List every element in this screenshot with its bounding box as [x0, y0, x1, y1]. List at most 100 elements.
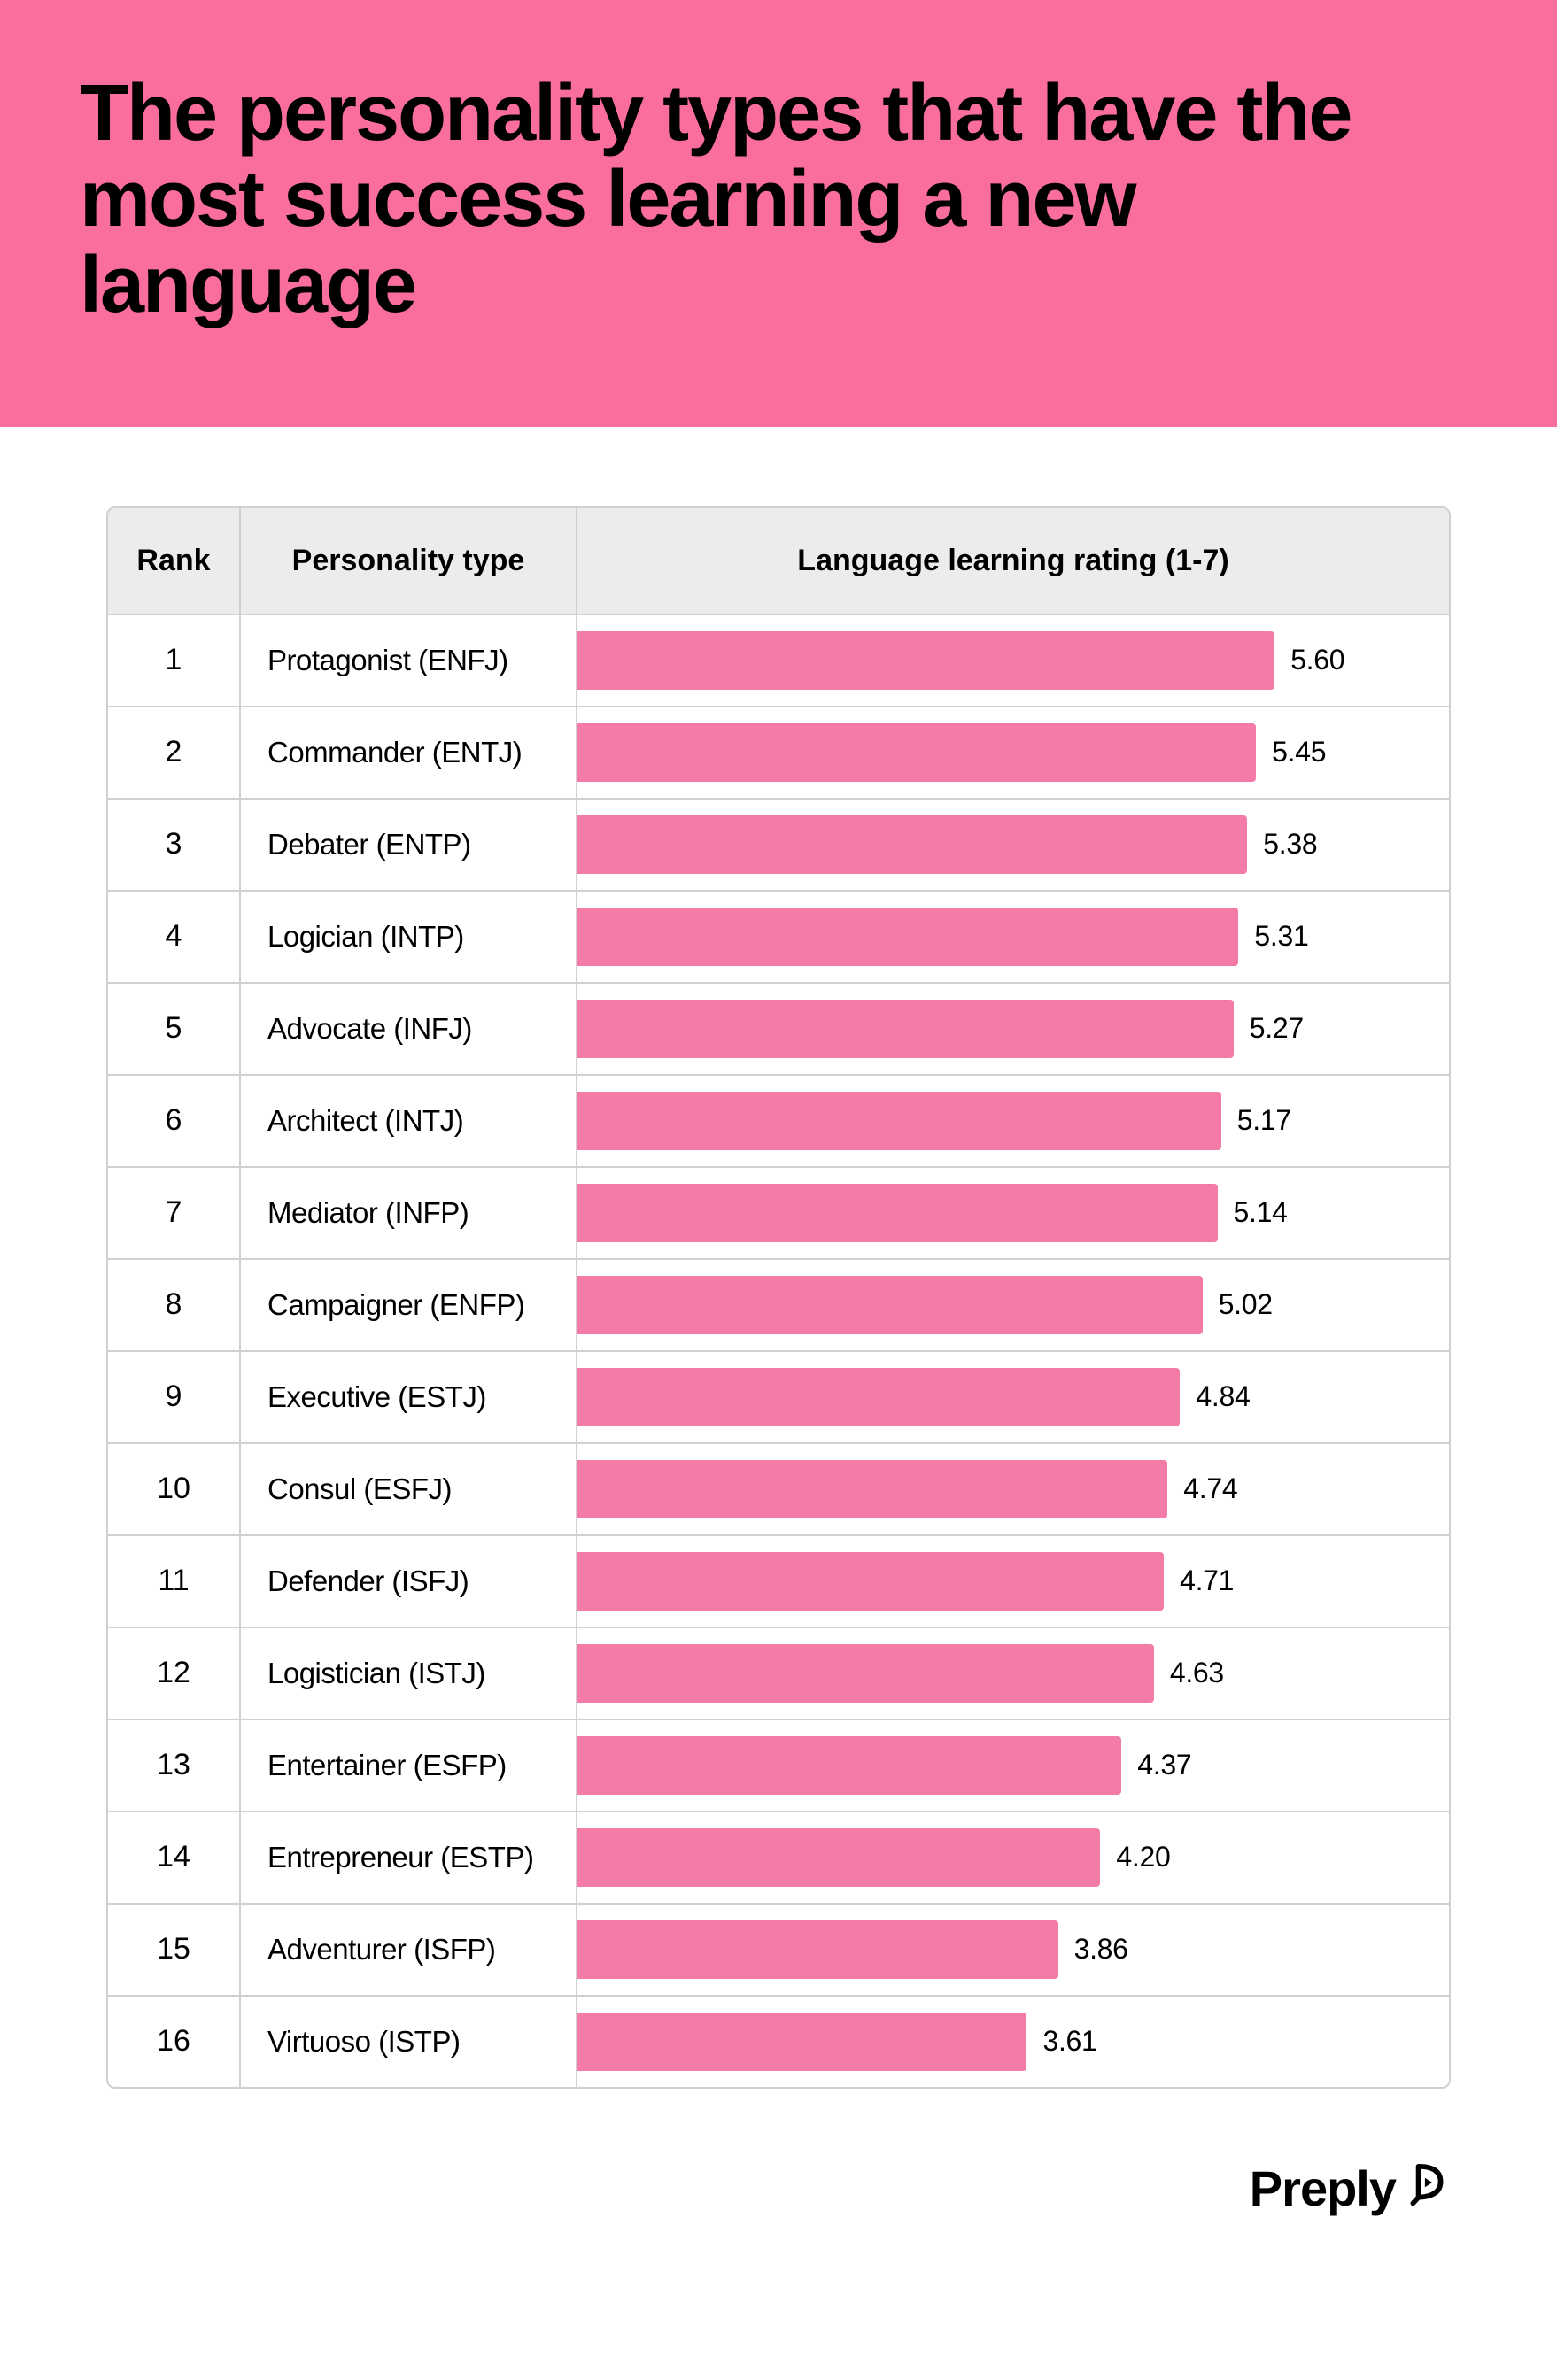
rank-cell: 16 [108, 1997, 241, 2087]
rating-bar [577, 631, 1274, 690]
rating-bar [577, 908, 1238, 966]
rank-cell: 7 [108, 1168, 241, 1258]
type-cell: Entrepreneur (ESTP) [241, 1812, 577, 1903]
col-header-rating-label: Language learning rating (1-7) [797, 544, 1228, 578]
rank-cell: 5 [108, 984, 241, 1074]
type-cell: Adventurer (ISFP) [241, 1905, 577, 1995]
bar-wrap: 5.60 [577, 615, 1449, 706]
rating-value: 3.61 [1042, 2025, 1096, 2058]
rank-cell: 11 [108, 1536, 241, 1627]
rank-cell: 3 [108, 800, 241, 890]
content-area: Rank Personality type Language learning … [0, 427, 1557, 2115]
rating-value: 4.63 [1170, 1657, 1224, 1689]
bar-wrap: 5.17 [577, 1076, 1449, 1166]
rating-cell: 4.37 [577, 1720, 1449, 1811]
rating-cell: 3.61 [577, 1997, 1449, 2087]
type-cell: Consul (ESFJ) [241, 1444, 577, 1534]
bar-wrap: 4.84 [577, 1352, 1449, 1442]
rank-cell: 2 [108, 707, 241, 798]
rating-cell: 5.02 [577, 1260, 1449, 1350]
rating-cell: 4.74 [577, 1444, 1449, 1534]
rating-cell: 5.17 [577, 1076, 1449, 1166]
rating-value: 4.84 [1196, 1380, 1250, 1413]
rank-cell: 4 [108, 892, 241, 982]
bar-wrap: 5.14 [577, 1168, 1449, 1258]
table-row: 8Campaigner (ENFP)5.02 [108, 1258, 1449, 1350]
bar-wrap: 5.02 [577, 1260, 1449, 1350]
table-row: 11Defender (ISFJ) 4.71 [108, 1534, 1449, 1627]
table-header-row: Rank Personality type Language learning … [108, 508, 1449, 614]
rating-bar [577, 1368, 1180, 1426]
col-header-rating: Language learning rating (1-7) [577, 508, 1449, 614]
rating-bar [577, 815, 1247, 874]
rating-bar [577, 1000, 1234, 1058]
rating-cell: 5.27 [577, 984, 1449, 1074]
type-cell: Entertainer (ESFP) [241, 1720, 577, 1811]
type-cell: Executive (ESTJ) [241, 1352, 577, 1442]
brand-icon [1405, 2160, 1451, 2217]
type-cell: Mediator (INFP) [241, 1168, 577, 1258]
rating-value: 5.02 [1219, 1288, 1273, 1321]
rating-value: 5.45 [1272, 736, 1326, 769]
rating-cell: 5.31 [577, 892, 1449, 982]
table-row: 13Entertainer (ESFP) 4.37 [108, 1719, 1449, 1811]
rank-cell: 10 [108, 1444, 241, 1534]
bar-wrap: 4.37 [577, 1720, 1449, 1811]
type-cell: Protagonist (ENFJ) [241, 615, 577, 706]
rating-bar [577, 1276, 1203, 1334]
rating-value: 4.71 [1180, 1565, 1234, 1597]
bar-wrap: 4.74 [577, 1444, 1449, 1534]
rating-cell: 4.71 [577, 1536, 1449, 1627]
table-row: 3Debater (ENTP)5.38 [108, 798, 1449, 890]
rating-cell: 4.20 [577, 1812, 1449, 1903]
rating-value: 5.31 [1254, 920, 1308, 953]
type-cell: Debater (ENTP) [241, 800, 577, 890]
table-row: 7Mediator (INFP) 5.14 [108, 1166, 1449, 1258]
rating-bar [577, 1552, 1164, 1611]
type-cell: Defender (ISFJ) [241, 1536, 577, 1627]
bar-wrap: 5.31 [577, 892, 1449, 982]
rating-value: 5.14 [1234, 1196, 1288, 1229]
rank-cell: 15 [108, 1905, 241, 1995]
footer: Preply [0, 2115, 1557, 2270]
type-cell: Logistician (ISTJ) [241, 1628, 577, 1719]
rating-value: 5.17 [1237, 1104, 1291, 1137]
brand-name: Preply [1250, 2160, 1396, 2217]
rank-cell: 13 [108, 1720, 241, 1811]
table-row: 9Executive (ESTJ) 4.84 [108, 1350, 1449, 1442]
bar-wrap: 4.20 [577, 1812, 1449, 1903]
rank-cell: 1 [108, 615, 241, 706]
rating-value: 5.27 [1250, 1012, 1304, 1045]
rating-cell: 3.86 [577, 1905, 1449, 1995]
rating-cell: 5.14 [577, 1168, 1449, 1258]
rating-cell: 5.38 [577, 800, 1449, 890]
rating-value: 4.37 [1137, 1749, 1191, 1781]
rating-value: 4.20 [1116, 1841, 1170, 1874]
table-body: 1Protagonist (ENFJ)5.602Commander (ENTJ)… [108, 614, 1449, 2087]
rating-value: 4.74 [1183, 1472, 1237, 1505]
rating-cell: 5.60 [577, 615, 1449, 706]
col-header-type: Personality type [241, 508, 577, 614]
page: The personality types that have the most… [0, 0, 1557, 2270]
table-row: 16Virtuoso (ISTP) 3.61 [108, 1995, 1449, 2087]
bar-wrap: 3.86 [577, 1905, 1449, 1995]
brand-logo: Preply [1250, 2160, 1451, 2217]
type-cell: Virtuoso (ISTP) [241, 1997, 577, 2087]
table-row: 1Protagonist (ENFJ)5.60 [108, 614, 1449, 706]
rating-bar [577, 723, 1256, 782]
type-cell: Logician (INTP) [241, 892, 577, 982]
table-row: 15Adventurer (ISFP)3.86 [108, 1903, 1449, 1995]
rank-cell: 14 [108, 1812, 241, 1903]
rating-bar [577, 1828, 1100, 1887]
bar-wrap: 5.45 [577, 707, 1449, 798]
rank-cell: 9 [108, 1352, 241, 1442]
table-row: 14Entrepreneur (ESTP) 4.20 [108, 1811, 1449, 1903]
col-header-rank: Rank [108, 508, 241, 614]
rating-cell: 5.45 [577, 707, 1449, 798]
table-row: 2Commander (ENTJ)5.45 [108, 706, 1449, 798]
header-band: The personality types that have the most… [0, 0, 1557, 427]
rating-bar [577, 1092, 1221, 1150]
table-row: 5Advocate (INFJ)5.27 [108, 982, 1449, 1074]
rating-bar [577, 1184, 1218, 1242]
bar-wrap: 5.27 [577, 984, 1449, 1074]
